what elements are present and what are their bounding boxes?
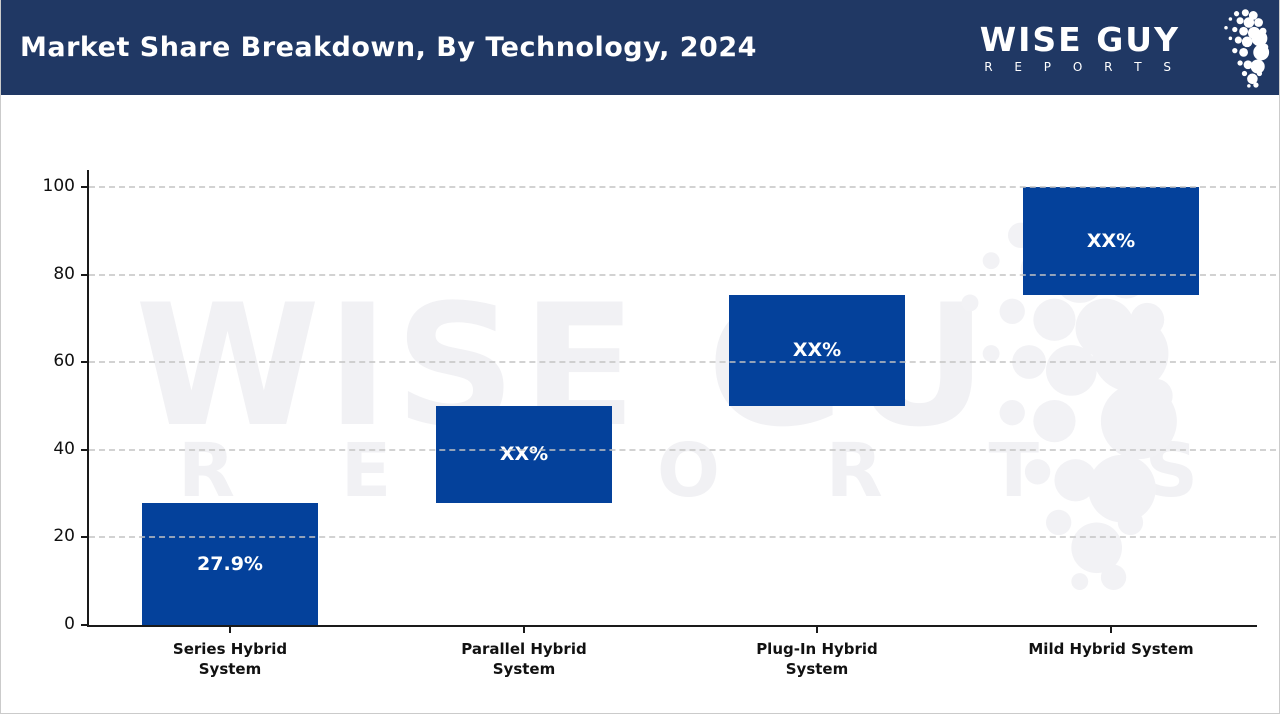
y-tick-label: 20	[53, 526, 75, 547]
y-gridline	[89, 361, 1276, 364]
bar-value-label: 27.9%	[197, 552, 263, 575]
x-axis-line	[87, 625, 1257, 627]
brand-subtitle: R E P O R T S	[984, 59, 1180, 74]
brand-logo: WISE GUY R E P O R T S	[980, 4, 1270, 92]
x-category-label: Series Hybrid System	[172, 640, 288, 678]
page-title: Market Share Breakdown, By Technology, 2…	[20, 32, 757, 63]
y-tick-label: 80	[53, 263, 75, 284]
y-tick-label: 60	[53, 351, 75, 372]
bar-segment: XX%	[1023, 187, 1199, 295]
y-axis-line	[87, 170, 89, 627]
y-gridline	[89, 186, 1276, 188]
y-tick-label: 100	[42, 176, 75, 196]
y-tick	[81, 361, 89, 364]
x-tick	[523, 625, 525, 633]
y-tick-label: 0	[64, 614, 75, 634]
dotted-face-icon	[1224, 9, 1270, 88]
x-tick	[816, 625, 818, 633]
brand-logo-text: WISE GUY R E P O R T S	[979, 19, 1180, 74]
bar-segment: XX%	[729, 294, 905, 406]
bar-segment: XX%	[436, 406, 612, 503]
y-tick-label: 40	[53, 438, 75, 459]
x-category-label: Plug-In Hybrid System	[756, 640, 878, 678]
bar-value-label: XX%	[499, 443, 549, 466]
bar-value-label: XX%	[792, 339, 842, 362]
y-tick	[81, 273, 89, 276]
x-tick	[1110, 625, 1112, 633]
y-tick	[81, 624, 89, 626]
bar-value-label: XX%	[1086, 229, 1136, 252]
x-tick	[229, 625, 231, 633]
y-tick	[81, 448, 89, 451]
x-category-label: Parallel Hybrid System	[461, 640, 587, 678]
x-category-label: Mild Hybrid System	[1028, 640, 1194, 658]
header: Market Share Breakdown, By Technology, 2…	[0, 0, 1280, 95]
y-gridline	[89, 448, 1276, 451]
bar-segment: 27.9%	[142, 502, 318, 625]
y-gridline	[89, 536, 1276, 539]
y-tick	[81, 186, 89, 188]
brand-name: WISE GUY	[979, 19, 1180, 59]
y-gridline	[89, 273, 1276, 276]
y-tick	[81, 536, 89, 539]
